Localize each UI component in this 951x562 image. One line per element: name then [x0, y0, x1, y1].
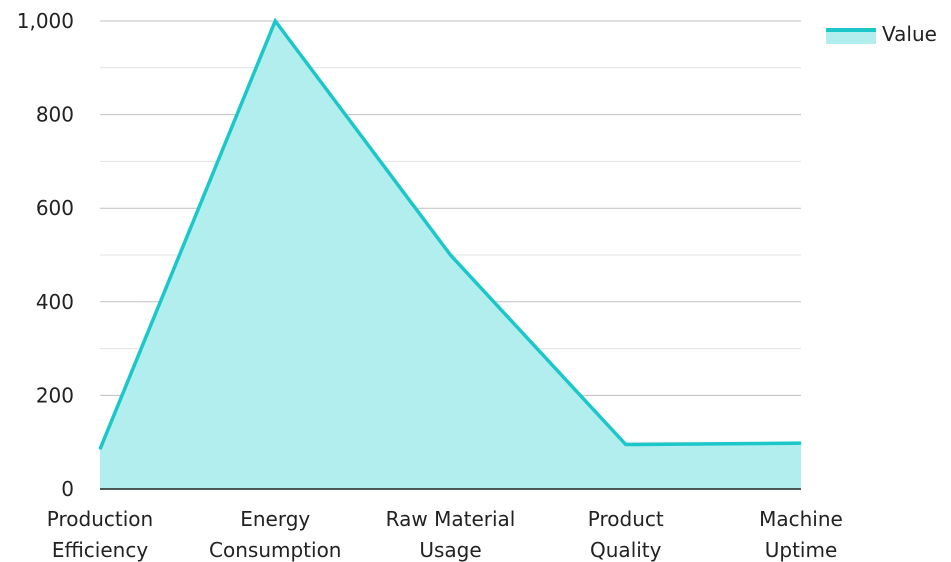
legend-label: Value: [882, 22, 937, 46]
y-tick-label: 0: [61, 477, 74, 501]
y-tick-label: 600: [36, 196, 74, 220]
x-tick-label-line: Usage: [419, 538, 481, 562]
x-tick-label: Machine Uptime: [759, 507, 843, 562]
data-point: [99, 448, 101, 450]
data-point: [625, 444, 627, 446]
x-tick-label-line: Machine: [759, 507, 843, 531]
legend-swatch-line: [826, 28, 876, 32]
y-tick-label: 400: [36, 290, 74, 314]
y-axis-tick-labels: 0 200 400 600 800 1,000: [17, 9, 74, 501]
x-tick-label-line: Efficiency: [52, 538, 149, 562]
x-tick-label-line: Raw Material: [386, 507, 516, 531]
series-area: [98, 17, 802, 489]
data-point: [450, 254, 451, 256]
x-tick-label: Product Quality: [588, 507, 664, 562]
data-point: [800, 442, 802, 444]
x-tick-label-line: Consumption: [209, 538, 341, 562]
x-tick-label-line: Energy: [240, 507, 310, 531]
x-tick-label: Energy Consumption: [209, 507, 341, 562]
x-tick-label-line: Quality: [590, 538, 662, 562]
x-tick-label: Production Efficiency: [47, 507, 153, 562]
y-tick-label: 1,000: [17, 9, 74, 33]
legend: Value: [826, 22, 937, 46]
data-point: [274, 20, 276, 22]
x-axis-tick-labels: Production Efficiency Energy Consumption Raw…: [47, 507, 843, 562]
x-tick-label: Raw Material Usage: [386, 507, 516, 562]
x-tick-label-line: Product: [588, 507, 664, 531]
x-tick-label-line: Uptime: [765, 538, 838, 562]
y-tick-label: 200: [36, 383, 74, 407]
y-tick-label: 800: [36, 103, 74, 127]
x-tick-label-line: Production: [47, 507, 153, 531]
